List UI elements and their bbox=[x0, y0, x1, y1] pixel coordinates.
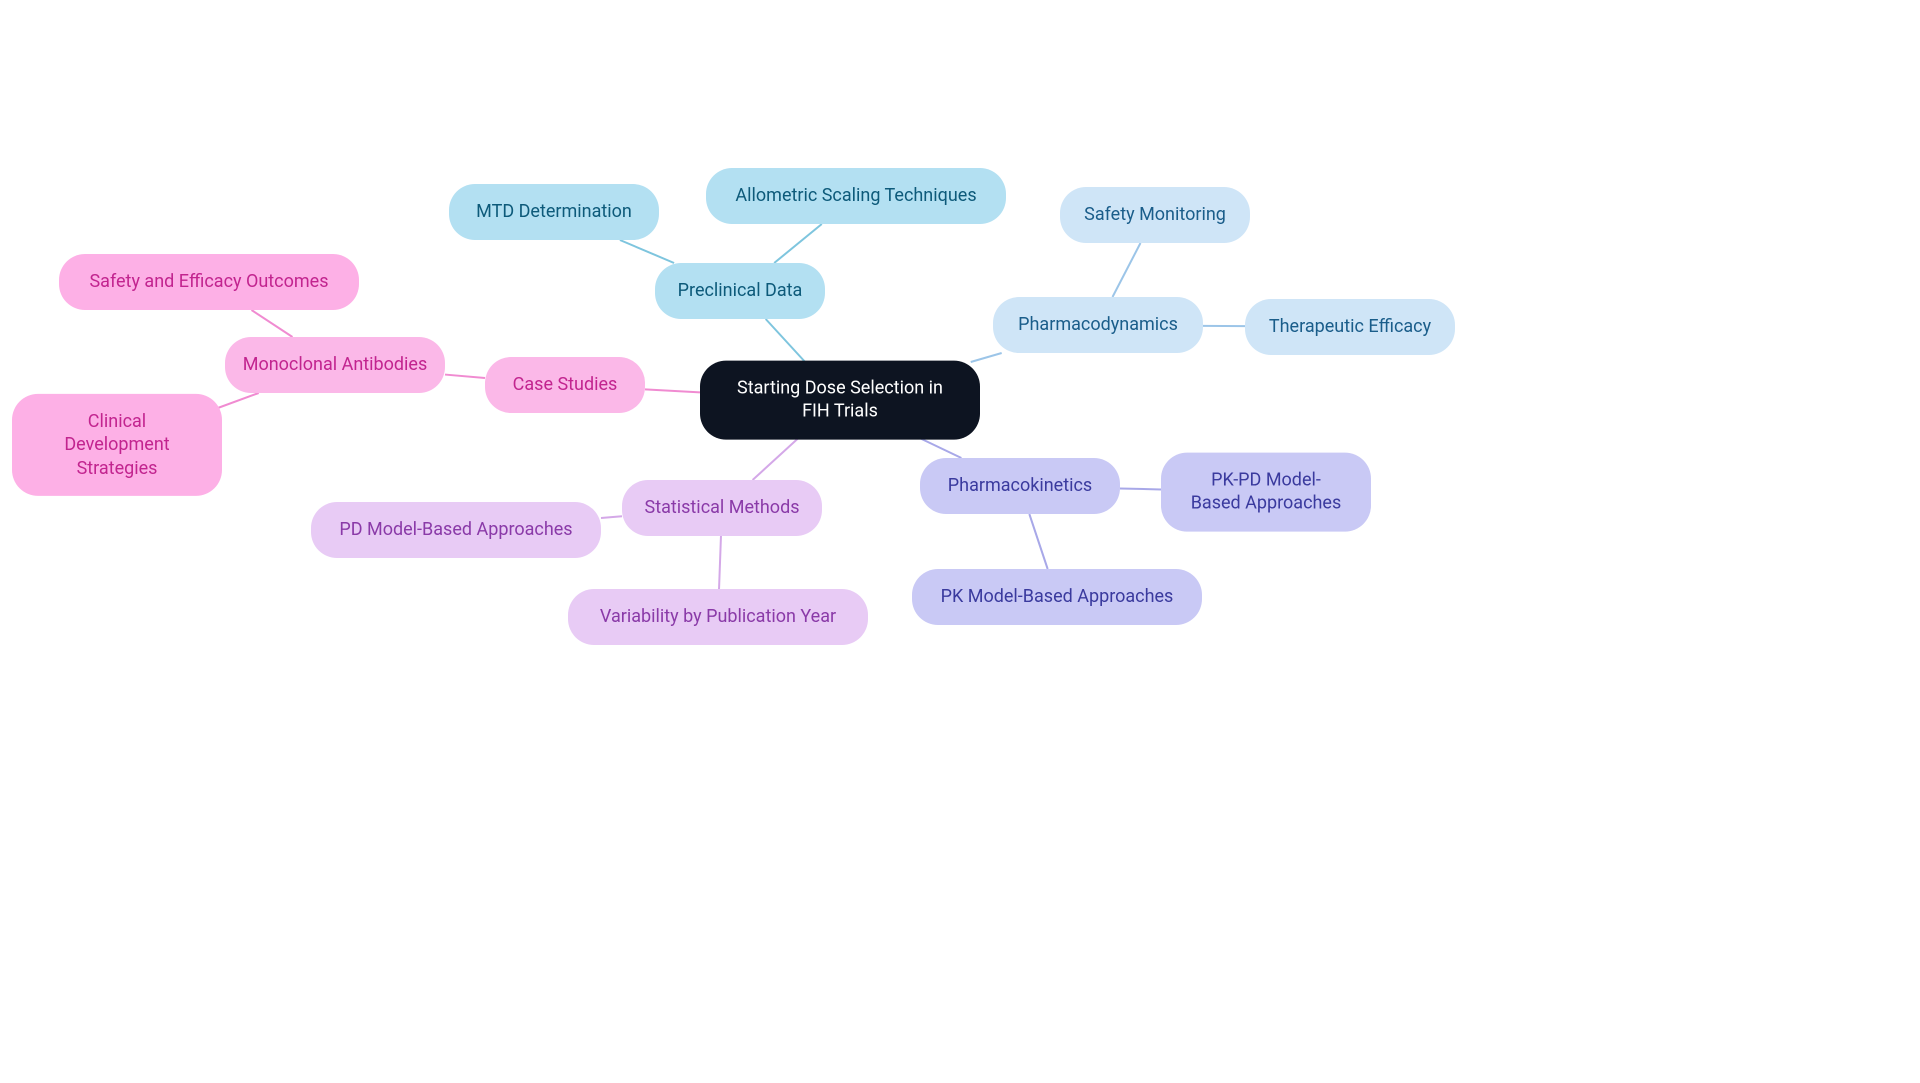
node-label: Variability by Publication Year bbox=[600, 605, 836, 628]
node-label: Pharmacodynamics bbox=[1018, 313, 1178, 336]
node-mtd[interactable]: MTD Determination bbox=[449, 184, 659, 240]
node-label: Therapeutic Efficacy bbox=[1269, 315, 1431, 338]
node-label: Statistical Methods bbox=[645, 496, 800, 519]
edge bbox=[445, 375, 485, 378]
node-label: Safety Monitoring bbox=[1084, 203, 1226, 226]
node-safety_mon[interactable]: Safety Monitoring bbox=[1060, 187, 1250, 243]
edge bbox=[1113, 243, 1141, 297]
node-label: Starting Dose Selection in FIH Trials bbox=[726, 377, 954, 424]
edge bbox=[1120, 488, 1161, 489]
node-label: Safety and Efficacy Outcomes bbox=[89, 270, 328, 293]
node-label: PD Model-Based Approaches bbox=[339, 518, 572, 541]
node-root[interactable]: Starting Dose Selection in FIH Trials bbox=[700, 361, 980, 440]
edge bbox=[971, 353, 1002, 362]
node-label: Monoclonal Antibodies bbox=[243, 353, 428, 376]
node-label: PK Model-Based Approaches bbox=[941, 585, 1174, 608]
edge bbox=[645, 389, 700, 392]
edge bbox=[920, 438, 962, 458]
node-pk_model[interactable]: PK Model-Based Approaches bbox=[912, 569, 1202, 625]
edge bbox=[719, 536, 721, 589]
edge bbox=[601, 516, 622, 518]
node-pharmacokinetics[interactable]: Pharmacokinetics bbox=[920, 458, 1120, 514]
edges-layer bbox=[0, 0, 1920, 1083]
node-therapeutic[interactable]: Therapeutic Efficacy bbox=[1245, 299, 1455, 355]
node-allometric[interactable]: Allometric Scaling Techniques bbox=[706, 168, 1006, 224]
edge bbox=[620, 240, 674, 263]
mindmap-canvas: Starting Dose Selection in FIH Trials Pre… bbox=[0, 0, 1920, 1083]
node-safety_eff[interactable]: Safety and Efficacy Outcomes bbox=[59, 254, 359, 310]
edge bbox=[753, 438, 799, 480]
node-pharmacodynamics[interactable]: Pharmacodynamics bbox=[993, 297, 1203, 353]
node-pkpd[interactable]: PK-PD Model-Based Approaches bbox=[1161, 453, 1371, 532]
node-label: Case Studies bbox=[513, 373, 618, 396]
edge bbox=[252, 310, 293, 337]
edge bbox=[766, 319, 805, 362]
node-case_studies[interactable]: Case Studies bbox=[485, 357, 645, 413]
node-monoclonal[interactable]: Monoclonal Antibodies bbox=[225, 337, 445, 393]
node-label: PK-PD Model-Based Approaches bbox=[1187, 469, 1345, 516]
node-preclinical[interactable]: Preclinical Data bbox=[655, 263, 825, 319]
node-statistical[interactable]: Statistical Methods bbox=[622, 480, 822, 536]
node-label: Clinical Development Strategies bbox=[38, 410, 196, 480]
node-label: Pharmacokinetics bbox=[948, 474, 1092, 497]
edge bbox=[1029, 514, 1047, 569]
node-label: MTD Determination bbox=[476, 200, 632, 223]
node-label: Allometric Scaling Techniques bbox=[735, 184, 976, 207]
edge bbox=[774, 224, 822, 263]
node-variability[interactable]: Variability by Publication Year bbox=[568, 589, 868, 645]
node-pd_model[interactable]: PD Model-Based Approaches bbox=[311, 502, 601, 558]
node-label: Preclinical Data bbox=[678, 279, 803, 302]
node-clinical_dev[interactable]: Clinical Development Strategies bbox=[12, 394, 222, 496]
